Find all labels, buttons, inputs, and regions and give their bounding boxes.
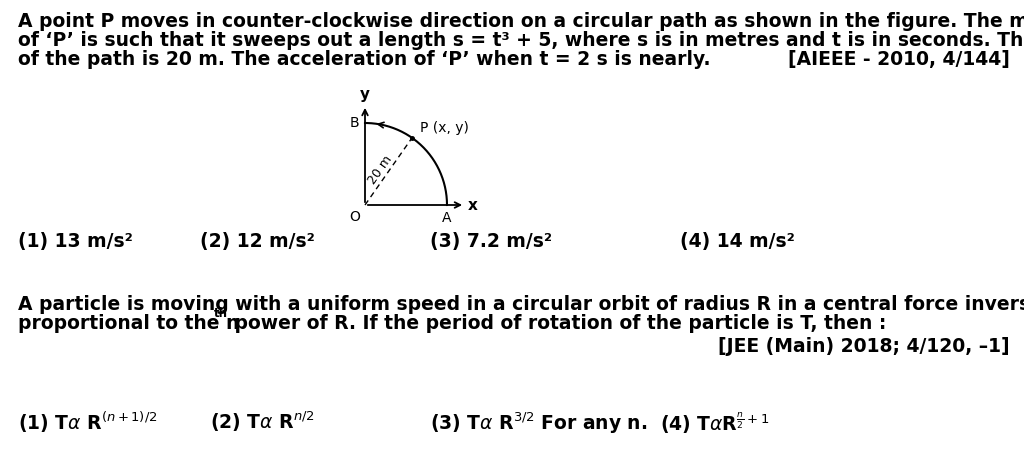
Text: of ‘P’ is such that it sweeps out a length s = t³ + 5, where s is in metres and : of ‘P’ is such that it sweeps out a leng… <box>18 31 1024 50</box>
Text: of the path is 20 m. The acceleration of ‘P’ when t = 2 s is nearly.: of the path is 20 m. The acceleration of… <box>18 50 711 69</box>
Text: (1) 13 m/s²: (1) 13 m/s² <box>18 232 133 251</box>
Text: (2) 12 m/s²: (2) 12 m/s² <box>200 232 314 251</box>
Text: A point P moves in counter-clockwise direction on a circular path as shown in th: A point P moves in counter-clockwise dir… <box>18 12 1024 31</box>
Text: A: A <box>442 211 452 225</box>
Text: (2) T$\alpha$ R$^{n/2}$: (2) T$\alpha$ R$^{n/2}$ <box>210 410 314 435</box>
Text: [AIEEE - 2010, 4/144]: [AIEEE - 2010, 4/144] <box>788 50 1010 69</box>
Text: O: O <box>349 210 360 224</box>
Text: (4) T$\alpha$R$^{\frac{n}{2}+1}$: (4) T$\alpha$R$^{\frac{n}{2}+1}$ <box>660 410 769 436</box>
Text: y: y <box>360 87 370 102</box>
Text: power of R. If the period of rotation of the particle is T, then :: power of R. If the period of rotation of… <box>228 314 887 333</box>
Text: th: th <box>214 307 228 320</box>
Text: (3) 7.2 m/s²: (3) 7.2 m/s² <box>430 232 552 251</box>
Text: P (x, y): P (x, y) <box>420 121 469 135</box>
Text: proportional to the n: proportional to the n <box>18 314 240 333</box>
Text: (1) T$\alpha$ R$^{(n+1)/2}$: (1) T$\alpha$ R$^{(n+1)/2}$ <box>18 410 157 435</box>
Text: (4) 14 m/s²: (4) 14 m/s² <box>680 232 795 251</box>
Text: x: x <box>468 197 478 212</box>
Text: 20 m: 20 m <box>366 152 395 186</box>
Text: [JEE (Main) 2018; 4/120, –1]: [JEE (Main) 2018; 4/120, –1] <box>719 337 1010 356</box>
Text: (3) T$\alpha$ R$^{3/2}$ For any n.: (3) T$\alpha$ R$^{3/2}$ For any n. <box>430 410 647 436</box>
Text: B: B <box>349 116 359 130</box>
Text: A particle is moving with a uniform speed in a circular orbit of radius R in a c: A particle is moving with a uniform spee… <box>18 295 1024 314</box>
